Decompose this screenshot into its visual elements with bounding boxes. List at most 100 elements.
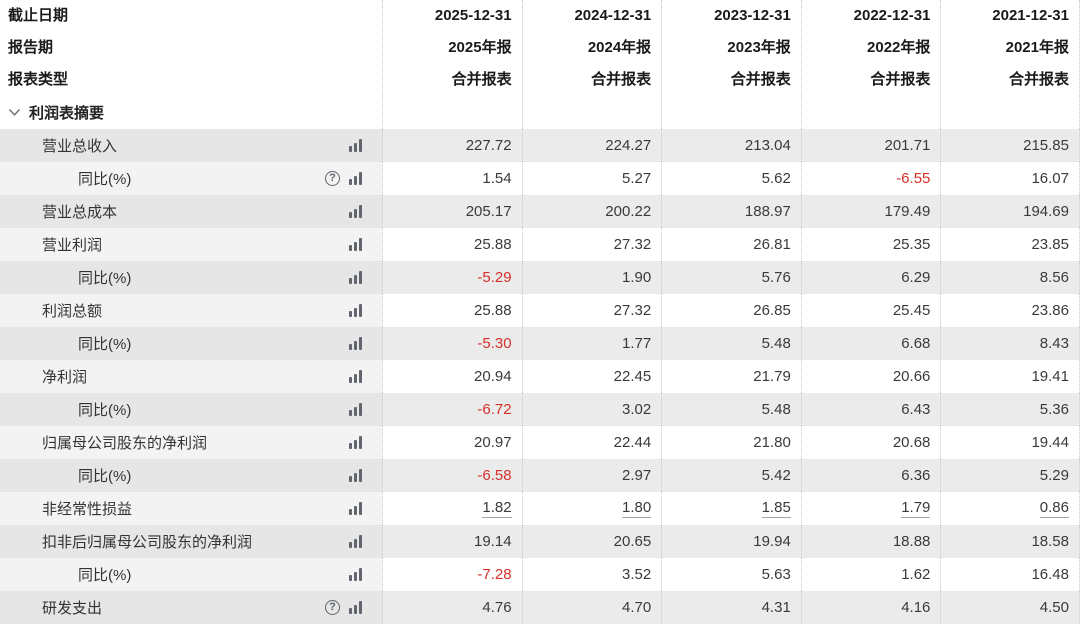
metric-value-cell: 27.32 xyxy=(521,228,662,261)
table-row: 同比(%) -7.28 3.52 5.63 1.62 16.48 xyxy=(0,558,1080,591)
row-label: 营业利润 xyxy=(42,237,103,254)
help-icon[interactable]: ? xyxy=(325,171,340,186)
metric-value-cell: 213.04 xyxy=(661,129,801,162)
bar-chart-icon[interactable] xyxy=(349,304,362,317)
table-row: 同比(%) -6.58 2.97 5.42 6.36 5.29 xyxy=(0,459,1080,492)
metric-value-link[interactable]: 1.80 xyxy=(621,499,652,518)
metric-value-cell: 194.69 xyxy=(940,195,1080,228)
metric-value-cell: 1.85 xyxy=(661,492,801,525)
metric-value: 16.48 xyxy=(1031,566,1069,583)
column-report-type: 合并报表 xyxy=(591,71,652,88)
column-header-2023: 2023-12-31 2023年报 合并报表 xyxy=(661,0,801,96)
metric-value-link[interactable]: 1.85 xyxy=(761,499,791,518)
section-title[interactable]: 利润表摘要 xyxy=(29,105,105,122)
metric-value-cell: 6.29 xyxy=(800,261,941,294)
metric-value-cell: 1.62 xyxy=(800,558,941,591)
metric-value-cell: 25.45 xyxy=(800,294,941,327)
bar-chart-icon[interactable] xyxy=(349,502,362,515)
bar-chart-icon[interactable] xyxy=(349,238,362,251)
row-label-cell: 同比(%) xyxy=(0,393,382,426)
metric-value-cell: 5.27 xyxy=(521,162,662,195)
column-report-type: 合并报表 xyxy=(730,71,791,88)
bar-chart-icon[interactable] xyxy=(349,172,362,185)
bar-chart-icon[interactable] xyxy=(349,205,362,218)
metric-value: 5.27 xyxy=(621,170,652,187)
bar-chart-icon[interactable] xyxy=(349,601,362,614)
metric-value: 19.94 xyxy=(753,533,791,550)
metric-value: 5.42 xyxy=(761,467,791,484)
metric-value-cell: 5.48 xyxy=(661,327,801,360)
metric-value: 25.35 xyxy=(892,236,931,253)
row-label-cell: 营业总收入 xyxy=(0,129,382,162)
metric-value: 215.85 xyxy=(1023,137,1069,154)
metric-value-cell: 6.68 xyxy=(800,327,941,360)
metric-value: 23.86 xyxy=(1031,302,1069,319)
metric-value: 19.44 xyxy=(1031,434,1069,451)
row-label: 非经常性损益 xyxy=(42,501,133,518)
section-empty-cell xyxy=(382,96,522,129)
bar-chart-icon[interactable] xyxy=(349,568,362,581)
bar-chart-icon[interactable] xyxy=(349,337,362,350)
row-label-cell: 营业总成本 xyxy=(0,195,382,228)
metric-value: 27.32 xyxy=(613,236,652,253)
metric-value-cell: 19.94 xyxy=(661,525,801,558)
metric-value-cell: 205.17 xyxy=(382,195,522,228)
metric-value-cell: 25.88 xyxy=(382,294,522,327)
row-icons xyxy=(349,403,362,416)
column-header-2025: 2025-12-31 2025年报 合并报表 xyxy=(382,0,522,96)
metric-value-cell: 16.07 xyxy=(940,162,1080,195)
table-row: 营业总成本 205.17 200.22 188.97 179.49 194.69 xyxy=(0,195,1080,228)
metric-value-cell: 6.36 xyxy=(800,459,941,492)
bar-chart-icon[interactable] xyxy=(349,436,362,449)
chevron-down-icon[interactable] xyxy=(8,104,21,121)
section-empty-cell xyxy=(661,96,801,129)
column-report-type: 合并报表 xyxy=(1008,71,1069,88)
metric-value: -5.29 xyxy=(477,269,512,286)
metric-value: 26.81 xyxy=(753,236,791,253)
column-end-date: 2022-12-31 xyxy=(853,7,931,24)
table-row: 同比(%) -5.29 1.90 5.76 6.29 8.56 xyxy=(0,261,1080,294)
row-icons xyxy=(349,370,362,383)
row-icons xyxy=(349,238,362,251)
metric-value-link[interactable]: 1.82 xyxy=(482,499,512,518)
help-icon[interactable]: ? xyxy=(325,600,340,615)
metric-value-cell: 8.56 xyxy=(940,261,1080,294)
table-row: 归属母公司股东的净利润 20.97 22.44 21.80 20.68 19.44 xyxy=(0,426,1080,459)
row-icons xyxy=(349,436,362,449)
metric-value: -6.72 xyxy=(477,401,512,418)
metric-value: 3.52 xyxy=(621,566,652,583)
metric-value: 20.97 xyxy=(474,434,512,451)
row-icons xyxy=(349,205,362,218)
metric-value-cell: 201.71 xyxy=(800,129,941,162)
metric-value: -6.58 xyxy=(477,467,512,484)
metric-value: 201.71 xyxy=(884,137,931,154)
metric-value-link[interactable]: 1.79 xyxy=(901,499,931,518)
bar-chart-icon[interactable] xyxy=(349,370,362,383)
table-row: 研发支出? 4.76 4.70 4.31 4.16 4.50 xyxy=(0,591,1080,624)
metric-value: 213.04 xyxy=(744,137,791,154)
metric-value: 23.85 xyxy=(1031,236,1069,253)
metric-value: 194.69 xyxy=(1023,203,1069,220)
bar-chart-icon[interactable] xyxy=(349,403,362,416)
metric-value: 25.88 xyxy=(474,302,512,319)
metric-value-cell: -5.30 xyxy=(382,327,522,360)
metric-value-link[interactable]: 0.86 xyxy=(1039,499,1069,518)
column-report-period: 2024年报 xyxy=(587,39,652,56)
bar-chart-icon[interactable] xyxy=(349,139,362,152)
table-row: 扣非后归属母公司股东的净利润 19.14 20.65 19.94 18.88 18.58 xyxy=(0,525,1080,558)
metric-value-cell: 25.35 xyxy=(800,228,941,261)
metric-value: 22.44 xyxy=(613,434,652,451)
metric-value-cell: 5.29 xyxy=(940,459,1080,492)
row-icons xyxy=(349,568,362,581)
metric-value-cell: -6.55 xyxy=(800,162,941,195)
bar-chart-icon[interactable] xyxy=(349,535,362,548)
bar-chart-icon[interactable] xyxy=(349,469,362,482)
metric-value-cell: 5.63 xyxy=(661,558,801,591)
bar-chart-icon[interactable] xyxy=(349,271,362,284)
metric-value: 18.88 xyxy=(892,533,931,550)
metric-value: 1.54 xyxy=(482,170,512,187)
column-header-2021: 2021-12-31 2021年报 合并报表 xyxy=(940,0,1080,96)
row-label-cell: 同比(%) xyxy=(0,261,382,294)
metric-value: 5.63 xyxy=(761,566,791,583)
